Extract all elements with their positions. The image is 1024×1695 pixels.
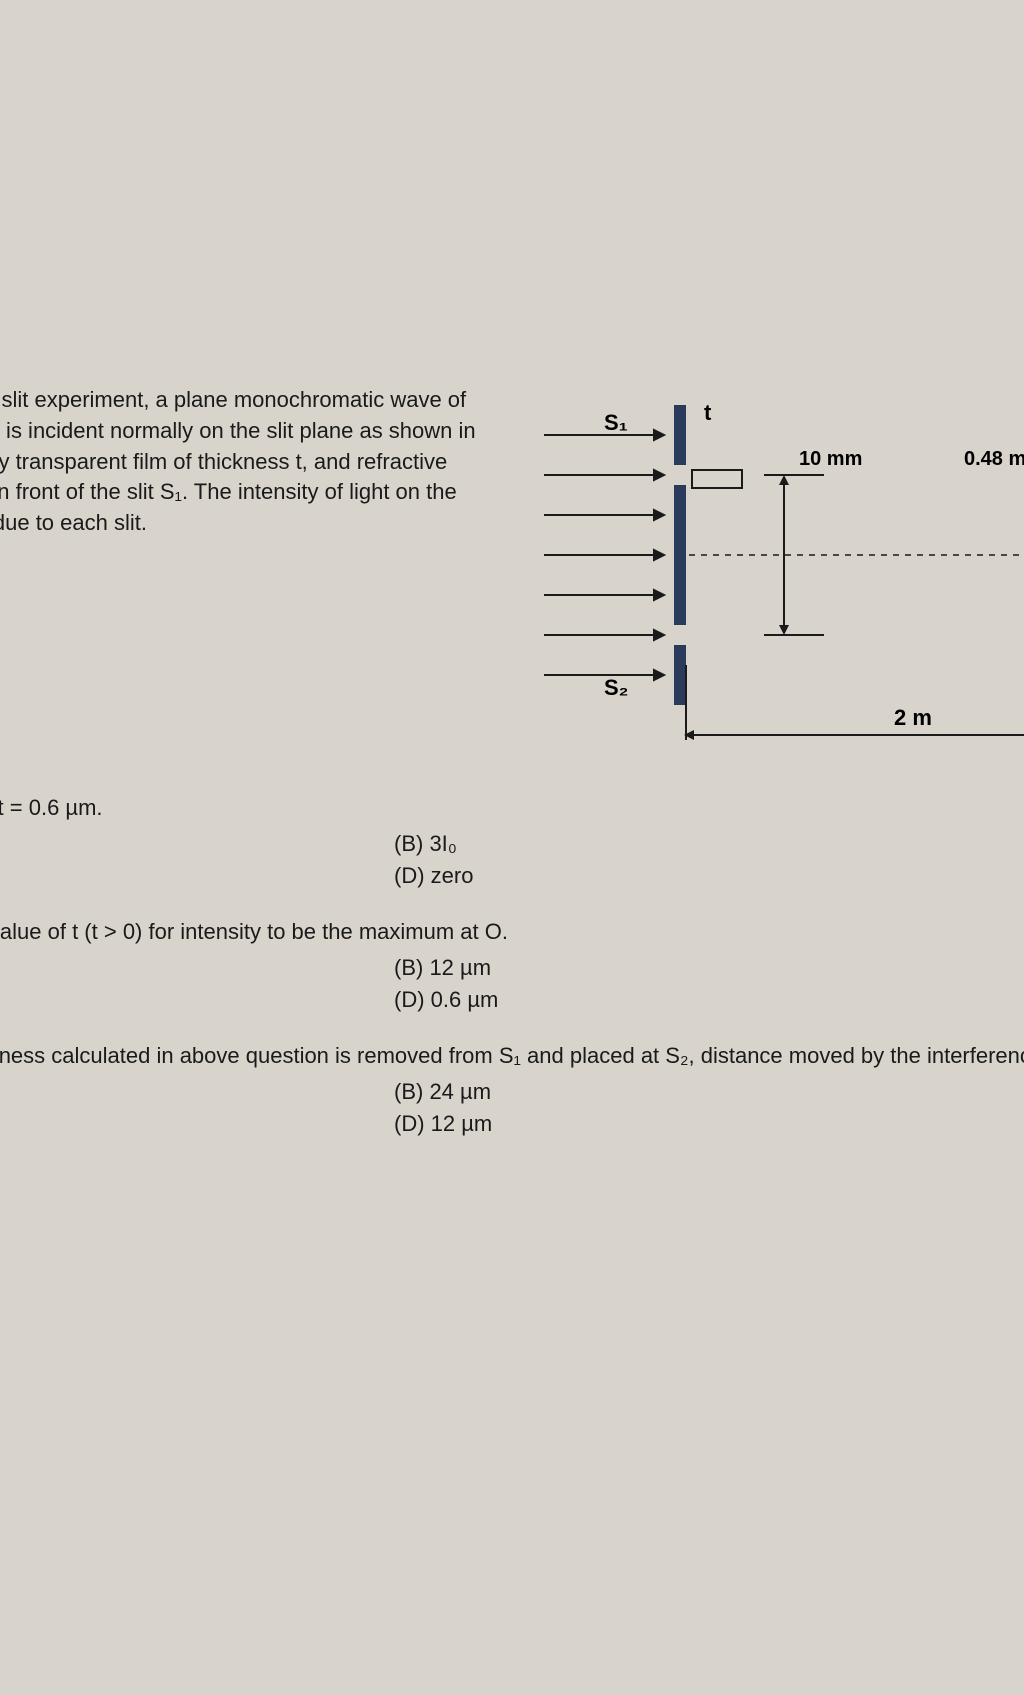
label-s1: S₁ xyxy=(604,410,628,435)
q1-opt-d: (D) zero xyxy=(394,863,794,889)
label-t: t xyxy=(704,400,712,425)
question-1: ✓ 1. Intensity at A if t = 0.6 µm. (A) 4… xyxy=(0,795,1024,889)
q2-opt-a: (A) 1.2 µm xyxy=(0,955,394,981)
q1-options: (A) 4I₀ (B) 3I₀ (C) 2I₀ (D) zero xyxy=(0,831,1024,889)
question-3: 3 3. If film with thickness calculated i… xyxy=(0,1043,1024,1137)
label-048mm: 0.48 mm xyxy=(964,448,1024,470)
q2-opt-d: (D) 0.6 µm xyxy=(394,987,794,1013)
q3-opt-b: (B) 24 µm xyxy=(394,1079,794,1105)
q1-text: Intensity at A if t = 0.6 µm. xyxy=(0,795,103,820)
problem-text: In a Young's double slit experiment, a p… xyxy=(0,385,504,539)
diagram-svg: t S₁ S₂ A O 10 mm xyxy=(534,385,1024,765)
header-row: (II) In a Young's double slit experiment… xyxy=(0,385,1024,765)
q3-opt-c: (C) 120 µm xyxy=(0,1111,394,1137)
q1-opt-a: (A) 4I₀ xyxy=(0,831,394,857)
q3-text: If film with thickness calculated in abo… xyxy=(0,1043,1024,1068)
question-2: ✓ 2. The minimum value of t (t > 0) for … xyxy=(0,919,1024,1013)
q2-opt-b: (B) 12 µm xyxy=(394,955,794,981)
q2-opt-c: (C) 6 µm xyxy=(0,987,394,1013)
q3-opt-a: (A) 240 µm xyxy=(0,1079,394,1105)
q1-opt-b: (B) 3I₀ xyxy=(394,831,794,857)
q1-opt-c: (C) 2I₀ xyxy=(0,863,394,889)
label-2m: 2 m xyxy=(894,705,932,730)
diagram: t S₁ S₂ A O 10 mm xyxy=(534,385,1024,765)
page-content: (II) In a Young's double slit experiment… xyxy=(0,335,1024,1359)
q2-text: The minimum value of t (t > 0) for inten… xyxy=(0,919,508,944)
q2-options: (A) 1.2 µm (B) 12 µm (C) 6 µm (D) 0.6 µm xyxy=(0,955,1024,1013)
label-s2: S₂ xyxy=(604,675,628,700)
q3-opt-d: (D) 12 µm xyxy=(394,1111,794,1137)
q3-options: (A) 240 µm (B) 24 µm (C) 120 µm (D) 12 µ… xyxy=(0,1079,1024,1137)
label-10mm: 10 mm xyxy=(799,448,862,470)
